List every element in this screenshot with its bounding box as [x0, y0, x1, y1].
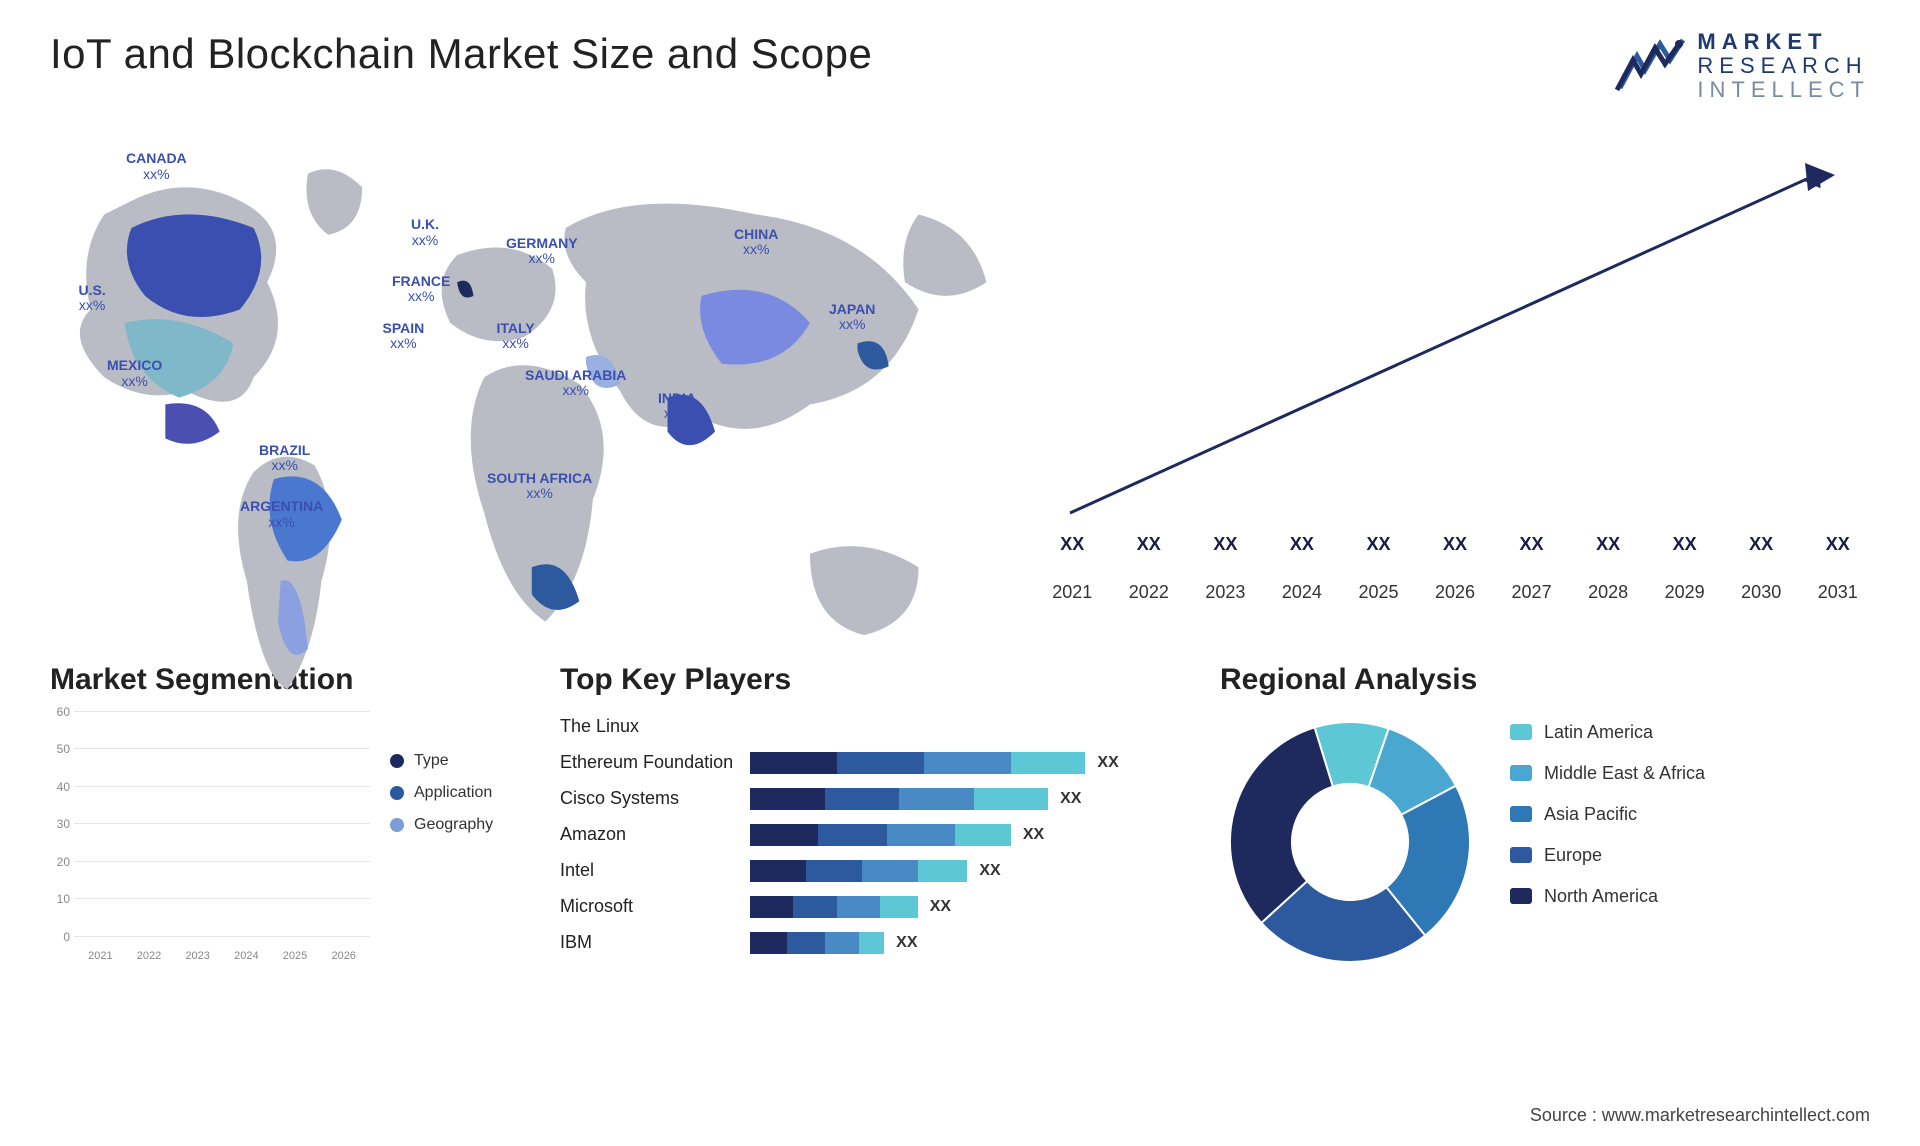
growth-xlabel: 2024: [1270, 582, 1335, 603]
growth-xlabel: 2028: [1576, 582, 1641, 603]
seg-xlabel: 2025: [275, 950, 316, 962]
keyplayer-row: AmazonXX: [560, 820, 1180, 850]
keyplayer-row: IntelXX: [560, 856, 1180, 886]
regional-legend-item: Asia Pacific: [1510, 804, 1705, 825]
segmentation-chart: 0102030405060 202120222023202420252026 T…: [50, 712, 520, 962]
keyplayer-row: Cisco SystemsXX: [560, 784, 1180, 814]
keyplayer-row: IBMXX: [560, 928, 1180, 958]
map-label: FRANCExx%: [392, 274, 450, 305]
brand-logo: MARKET RESEARCH INTELLECT: [1615, 30, 1870, 103]
map-label: GERMANYxx%: [506, 236, 578, 267]
regional-legend-item: North America: [1510, 886, 1705, 907]
map-label: CANADAxx%: [126, 151, 187, 182]
growth-xlabel: 2031: [1805, 582, 1870, 603]
keyplayers-chart: The LinuxEthereum FoundationXXCisco Syst…: [560, 712, 1180, 958]
growth-xlabel: 2025: [1346, 582, 1411, 603]
map-label: ITALYxx%: [497, 321, 535, 352]
map-label: INDIAxx%: [658, 391, 696, 422]
growth-xlabel: 2021: [1040, 582, 1105, 603]
source-text: Source : www.marketresearchintellect.com: [1530, 1105, 1870, 1126]
growth-xlabel: 2030: [1729, 582, 1794, 603]
map-label: ARGENTINAxx%: [240, 499, 323, 530]
seg-xlabel: 2022: [129, 950, 170, 962]
regional-legend-item: Middle East & Africa: [1510, 763, 1705, 784]
regional-legend-item: Europe: [1510, 845, 1705, 866]
logo-line1: MARKET: [1697, 30, 1870, 54]
logo-line3: INTELLECT: [1697, 78, 1870, 102]
regional-chart: Latin America Middle East & Africa Asia Pa…: [1220, 712, 1705, 972]
growth-bar-chart: XXXXXXXXXXXXXXXXXXXXXX 20212022202320242…: [1040, 133, 1870, 603]
regional-legend-item: Latin America: [1510, 722, 1705, 743]
seg-xlabel: 2021: [80, 950, 121, 962]
growth-xlabel: 2027: [1499, 582, 1564, 603]
map-label: U.S.xx%: [79, 283, 106, 314]
seg-xlabel: 2023: [177, 950, 218, 962]
map-label: MEXICOxx%: [107, 358, 162, 389]
logo-line2: RESEARCH: [1697, 54, 1870, 78]
seg-legend-item: Type: [390, 752, 520, 770]
growth-xlabel: 2022: [1117, 582, 1182, 603]
map-label: CHINAxx%: [734, 227, 778, 258]
keyplayer-row: MicrosoftXX: [560, 892, 1180, 922]
growth-xlabel: 2029: [1652, 582, 1717, 603]
seg-xlabel: 2026: [323, 950, 364, 962]
page-title: IoT and Blockchain Market Size and Scope: [50, 30, 872, 78]
seg-xlabel: 2024: [226, 950, 267, 962]
growth-xlabel: 2023: [1193, 582, 1258, 603]
growth-xlabel: 2026: [1423, 582, 1488, 603]
map-label: SPAINxx%: [383, 321, 425, 352]
world-map: CANADAxx% U.S.xx% MEXICOxx% BRAZILxx% ARGENT…: [50, 133, 1000, 603]
map-label: BRAZILxx%: [259, 443, 310, 474]
map-label: JAPANxx%: [829, 302, 875, 333]
regional-title: Regional Analysis: [1220, 663, 1705, 697]
seg-legend-item: Geography: [390, 816, 520, 834]
map-label: SOUTH AFRICAxx%: [487, 471, 592, 502]
map-label: U.K.xx%: [411, 217, 439, 248]
map-label: SAUDI ARABIAxx%: [525, 368, 626, 399]
keyplayer-row: Ethereum FoundationXX: [560, 748, 1180, 778]
seg-legend-item: Application: [390, 784, 520, 802]
